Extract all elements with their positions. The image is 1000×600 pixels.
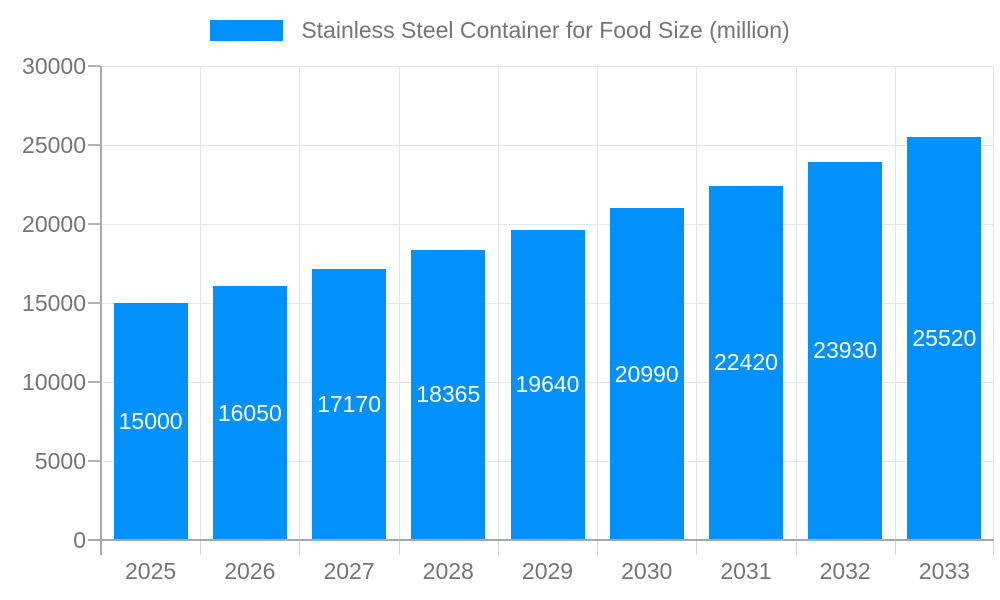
legend-item[interactable]: Stainless Steel Container for Food Size … <box>0 17 1000 43</box>
x-axis-tick-label: 2029 <box>521 558 574 584</box>
y-axis-tick-label: 30000 <box>22 53 86 79</box>
bar-value-label: 16050 <box>217 399 282 426</box>
gridline-vertical <box>895 66 896 540</box>
x-axis-tick-label: 2030 <box>621 558 673 584</box>
bar-2033: 25520 <box>907 136 982 540</box>
x-axis-tick <box>299 540 300 555</box>
bar-value-label: 25520 <box>912 324 977 351</box>
y-axis-tick-label: 15000 <box>22 290 86 316</box>
x-axis-tick <box>895 540 896 555</box>
y-axis-tick <box>88 65 100 67</box>
y-axis-line <box>100 66 102 555</box>
y-axis-tick <box>88 223 100 225</box>
bar-value-label: 20990 <box>614 360 679 387</box>
x-axis-tick <box>399 540 400 555</box>
gridline-vertical <box>299 66 300 540</box>
x-axis-tick-label: 2032 <box>819 558 871 584</box>
gridline-vertical <box>498 66 499 540</box>
legend-label: Stainless Steel Container for Food Size … <box>301 17 790 43</box>
bar-value-label: 22420 <box>713 349 778 376</box>
bar-2027: 17170 <box>312 268 387 540</box>
x-axis-tick <box>696 540 697 555</box>
x-axis-tick <box>993 540 994 555</box>
gridline-vertical <box>696 66 697 540</box>
x-axis-tick-label: 2033 <box>918 558 970 584</box>
y-axis-tick <box>88 144 100 146</box>
gridline-horizontal <box>101 65 994 67</box>
bar-value-label: 23930 <box>813 337 878 364</box>
x-axis-tick <box>200 540 201 555</box>
x-axis-tick <box>597 540 598 555</box>
x-axis-tick-label: 2027 <box>323 558 375 584</box>
gridline-horizontal <box>101 223 994 225</box>
bar-2029: 19640 <box>510 229 585 540</box>
bar-value-label: 18365 <box>416 381 481 408</box>
gridline-horizontal <box>101 144 994 146</box>
y-axis-tick <box>88 460 100 462</box>
y-axis-tick <box>88 381 100 383</box>
y-axis-tick-label: 20000 <box>22 211 86 237</box>
bar-value-label: 19640 <box>515 371 580 398</box>
y-axis-tick <box>88 302 100 304</box>
gridline-vertical <box>993 66 994 540</box>
x-axis-tick <box>796 540 797 555</box>
bar-2026: 16050 <box>212 286 287 540</box>
y-axis-tick-label: 0 <box>73 527 86 553</box>
x-axis-line <box>88 539 994 541</box>
x-axis-tick <box>498 540 499 555</box>
bar-2025: 15000 <box>113 303 188 540</box>
gridline-vertical <box>399 66 400 540</box>
bar-value-label: 15000 <box>118 408 183 434</box>
x-axis-tick-label: 2031 <box>720 558 772 584</box>
x-axis-tick-label: 2025 <box>125 558 177 584</box>
bar-2028: 18365 <box>411 249 486 540</box>
y-axis-tick-label: 25000 <box>22 132 86 158</box>
bar-2032: 23930 <box>808 161 883 540</box>
plot-area: 15000 16050 17170 18365 19640 20990 22420 23930… <box>88 65 994 555</box>
legend-swatch <box>210 19 284 41</box>
x-axis-tick-label: 2028 <box>422 558 474 584</box>
bar-2031: 22420 <box>708 185 783 540</box>
y-axis-tick-label: 5000 <box>34 448 86 474</box>
gridline-vertical <box>200 66 201 540</box>
y-axis-tick-label: 10000 <box>22 369 86 395</box>
bar-value-label: 17170 <box>317 390 382 417</box>
bar-2030: 20990 <box>609 208 684 540</box>
x-axis-tick-label: 2026 <box>224 558 276 584</box>
gridline-vertical <box>796 66 797 540</box>
gridline-vertical <box>597 66 598 540</box>
